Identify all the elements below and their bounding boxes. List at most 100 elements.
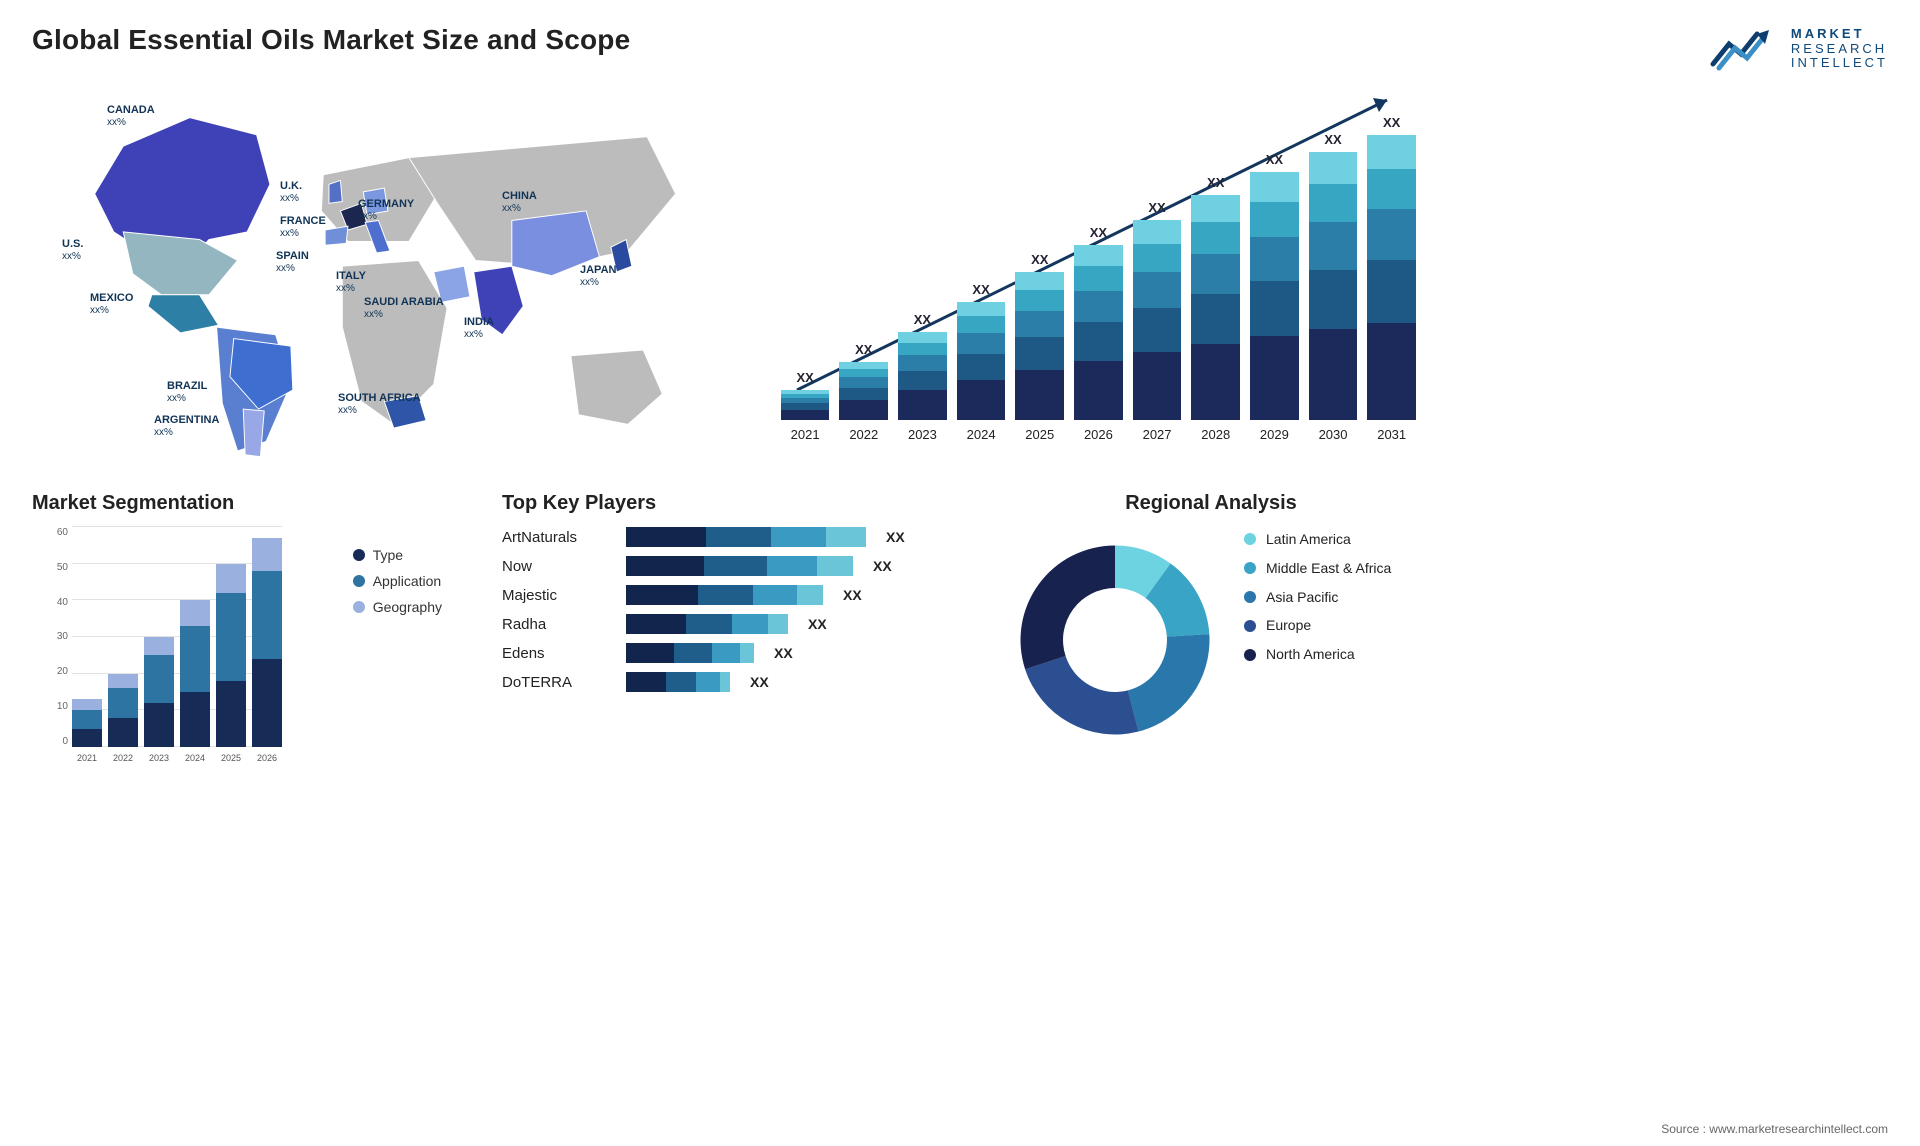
map-label-india: INDIAxx% (464, 316, 494, 340)
seg-bar-part (144, 637, 174, 655)
player-bar-seg (768, 614, 788, 634)
regional-legend-item: Asia Pacific (1244, 589, 1391, 606)
player-bar-seg (626, 643, 674, 663)
player-bar (626, 643, 754, 663)
seg-legend-item: Type (353, 547, 442, 563)
player-name: DoTERRA (502, 674, 614, 691)
seg-bar-part (216, 681, 246, 747)
donut-slice (1021, 546, 1116, 670)
world-map-panel: CANADAxx%U.S.xx%MEXICOxx%BRAZILxx%ARGENT… (32, 70, 729, 475)
player-row: Majestic XX (502, 585, 962, 605)
seg-bar-part (144, 703, 174, 747)
growth-bar-seg (839, 400, 888, 420)
growth-bar-value: XX (1383, 115, 1400, 130)
seg-bar-part (216, 564, 246, 593)
growth-bar-year: 2028 (1201, 427, 1230, 442)
player-bar (626, 527, 866, 547)
seg-bar-part (108, 674, 138, 689)
logo-mark-icon (1709, 24, 1779, 74)
map-region-uk (329, 180, 342, 203)
growth-bar-seg (1133, 220, 1182, 244)
growth-bar-2026: XX2026 (1074, 245, 1123, 420)
growth-bar-year: 2021 (791, 427, 820, 442)
player-value: XX (873, 558, 892, 574)
seg-bar-part (72, 699, 102, 710)
player-name: ArtNaturals (502, 529, 614, 546)
player-name: Majestic (502, 587, 614, 604)
donut-slice (1025, 656, 1138, 734)
source-line: Source : www.marketresearchintellect.com (1661, 1122, 1888, 1136)
growth-bar-seg (1074, 322, 1123, 361)
growth-bar-seg (898, 332, 947, 343)
player-bar-seg (740, 643, 754, 663)
brand-line2: RESEARCH (1791, 42, 1888, 57)
growth-bar-seg (1309, 222, 1358, 270)
legend-swatch-icon (1244, 620, 1256, 632)
donut-slice (1128, 634, 1210, 731)
legend-label: Type (373, 547, 403, 563)
regional-legend-item: Europe (1244, 617, 1391, 634)
growth-bar-seg (898, 343, 947, 355)
growth-bar-seg (1250, 172, 1299, 202)
player-value: XX (774, 645, 793, 661)
seg-bar-part (216, 593, 246, 681)
player-bar-seg (666, 672, 696, 692)
map-label-france: FRANCExx% (280, 215, 326, 239)
growth-bar-seg (898, 390, 947, 420)
segmentation-panel: Market Segmentation 6050403020100 202120… (32, 492, 462, 792)
seg-bar-2024: 2024 (180, 600, 210, 747)
seg-y-tick: 50 (40, 562, 68, 573)
legend-label: Latin America (1266, 531, 1351, 548)
growth-bar-seg (957, 333, 1006, 354)
regional-panel: Regional Analysis Latin AmericaMiddle Ea… (1002, 492, 1420, 792)
growth-bar-seg (1015, 311, 1064, 338)
growth-chart: XX2021XX2022XX2023XX2024XX2025XX2026XX20… (777, 70, 1420, 450)
seg-bar-year: 2022 (113, 753, 133, 763)
seg-bar-part (180, 692, 210, 747)
seg-bar-year: 2026 (257, 753, 277, 763)
map-region-mexico (148, 295, 218, 333)
growth-bar-2021: XX2021 (781, 390, 830, 420)
player-bar-seg (686, 614, 732, 634)
legend-swatch-icon (1244, 562, 1256, 574)
growth-bar-year: 2022 (849, 427, 878, 442)
growth-bar-seg (1133, 272, 1182, 308)
growth-bar-seg (839, 362, 888, 369)
growth-bar-seg (1309, 329, 1358, 420)
player-value: XX (886, 529, 905, 545)
growth-bar-value: XX (1148, 200, 1165, 215)
growth-bar-seg (1367, 260, 1416, 323)
seg-legend-item: Application (353, 573, 442, 589)
seg-bar-year: 2021 (77, 753, 97, 763)
map-label-uk: U.K.xx% (280, 180, 302, 204)
seg-y-tick: 10 (40, 701, 68, 712)
legend-label: Geography (373, 599, 442, 615)
growth-bar-seg (957, 380, 1006, 420)
growth-bar-seg (1191, 195, 1240, 222)
growth-bar-year: 2025 (1025, 427, 1054, 442)
growth-bar-seg (1015, 272, 1064, 290)
legend-swatch-icon (1244, 649, 1256, 661)
brand-line1: MARKET (1791, 27, 1888, 42)
seg-y-tick: 0 (40, 736, 68, 747)
player-row: NowXX (502, 556, 962, 576)
seg-bar-year: 2023 (149, 753, 169, 763)
seg-y-tick: 40 (40, 597, 68, 608)
player-bar (626, 614, 788, 634)
regional-legend-item: North America (1244, 646, 1391, 663)
player-name: Radha (502, 616, 614, 633)
player-bar (626, 556, 853, 576)
player-bar-seg (732, 614, 768, 634)
growth-bar-seg (1191, 344, 1240, 421)
player-bar-seg (626, 527, 706, 547)
growth-bar-seg (1133, 308, 1182, 352)
growth-bar-year: 2030 (1319, 427, 1348, 442)
growth-bar-seg (839, 369, 888, 377)
growth-bar-2024: XX2024 (957, 302, 1006, 420)
growth-bar-seg (957, 316, 1006, 333)
growth-bar-2030: XX2030 (1309, 152, 1358, 420)
regional-legend-item: Latin America (1244, 531, 1391, 548)
seg-bar-year: 2025 (221, 753, 241, 763)
player-value: XX (843, 587, 862, 603)
legend-swatch-icon (1244, 533, 1256, 545)
